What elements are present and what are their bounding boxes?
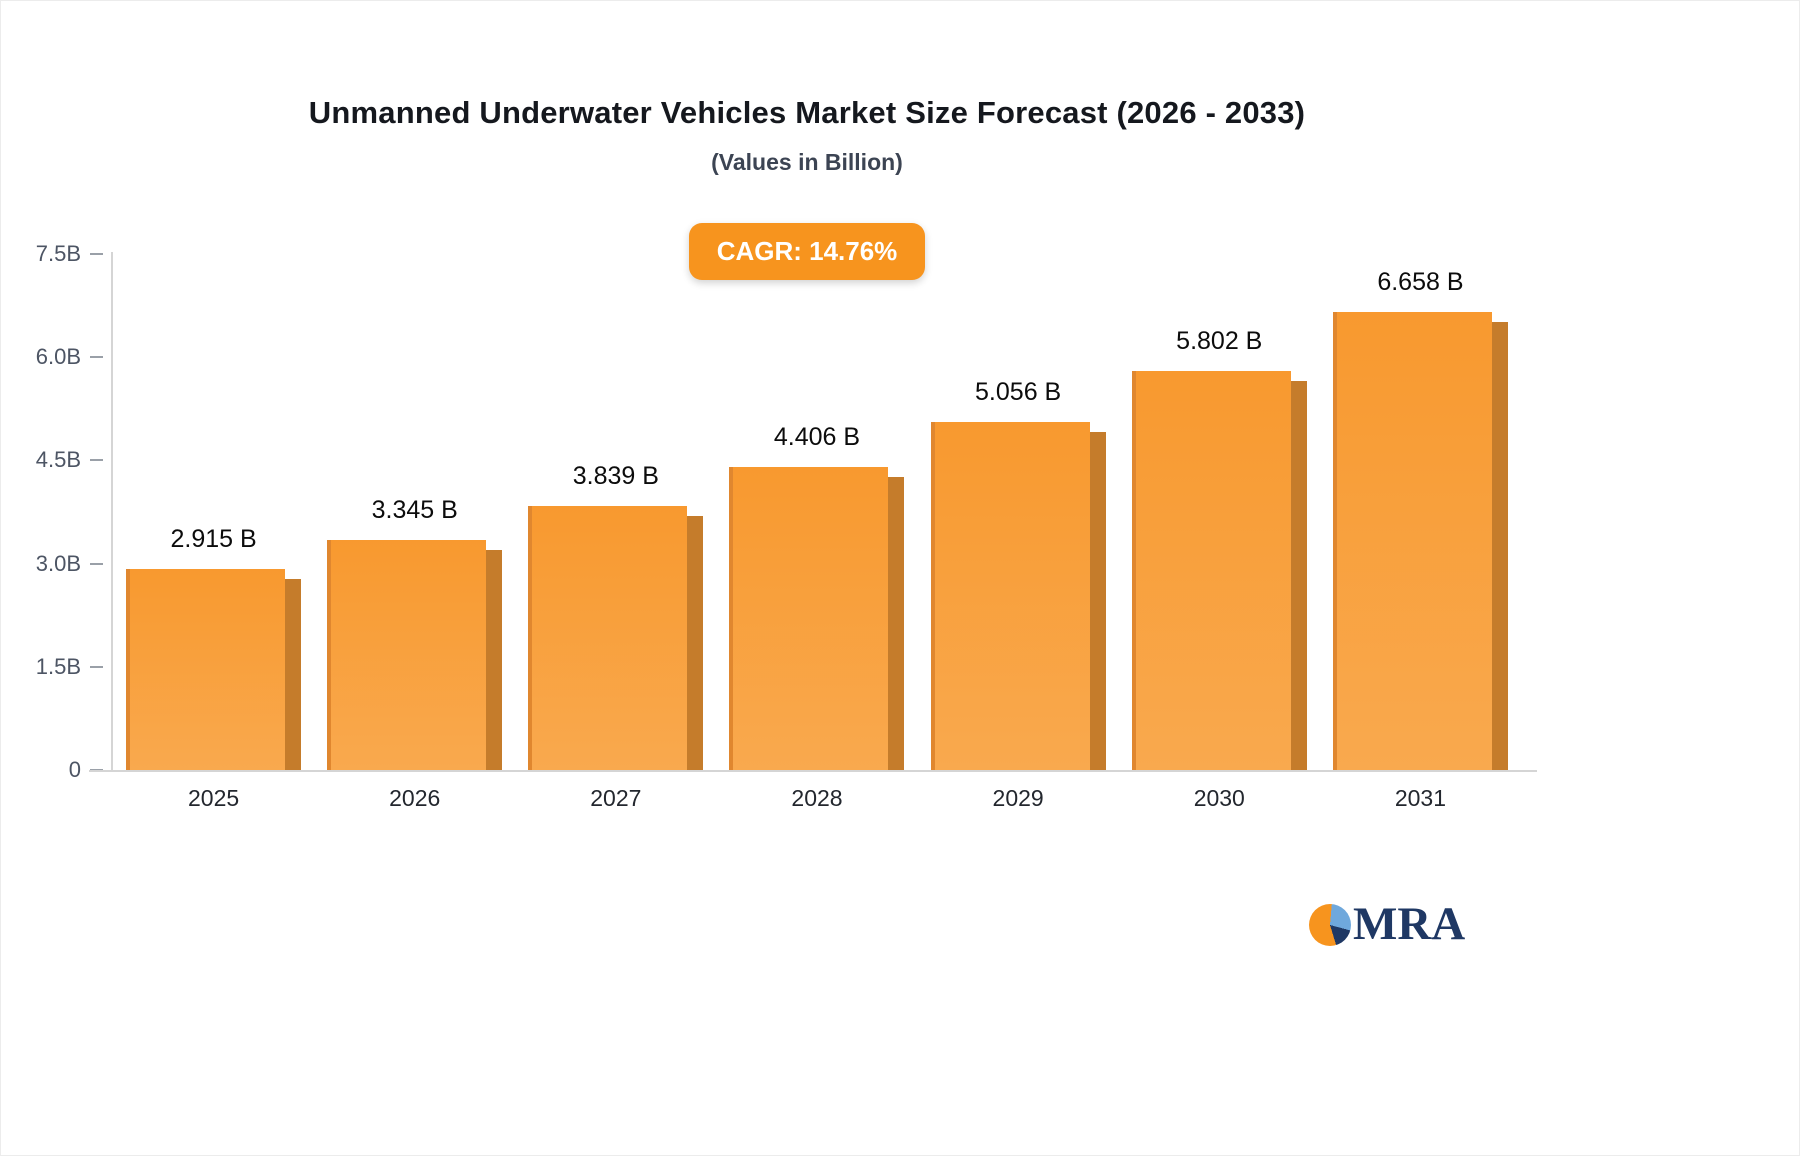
y-tick-label: 6.0B <box>35 344 81 370</box>
bar: 4.406 B <box>729 423 905 770</box>
y-tick: 3.0B <box>36 551 103 577</box>
bar-side-shadow <box>285 579 302 770</box>
bar-face <box>729 466 889 770</box>
bar-face <box>126 569 286 770</box>
bar-value-label: 5.802 B <box>1176 326 1263 355</box>
bar-slot: 2.915 B <box>113 254 314 770</box>
bar: 6.658 B <box>1332 268 1508 770</box>
x-axis-labels: 2025 2026 2027 2028 2029 2030 2031 <box>113 785 1521 812</box>
x-axis-label: 2025 <box>187 785 240 811</box>
y-tick-label: 1.5B <box>35 653 81 679</box>
chart-title: Unmanned Underwater Vehicles Market Size… <box>308 95 1306 130</box>
bar-value-label: 2.915 B <box>170 525 257 554</box>
y-axis-line <box>111 252 113 770</box>
bar-value-label: 3.839 B <box>572 461 659 490</box>
cagr-badge: CAGR: 14.76% <box>688 223 926 280</box>
bar-slot: 5.802 B <box>1119 254 1320 770</box>
bar-side-shadow <box>1491 321 1508 770</box>
bar-value-label: 3.345 B <box>371 495 458 524</box>
bar-side-shadow <box>888 476 905 770</box>
bar-side-shadow <box>486 549 503 770</box>
x-axis-label: 2029 <box>992 785 1044 811</box>
bar: 3.839 B <box>528 462 704 770</box>
bar-value-label: 4.406 B <box>773 422 861 451</box>
logo-text: MRA <box>1353 898 1466 950</box>
x-axis-label: 2031 <box>1394 785 1446 811</box>
bar-slot: 5.056 B <box>918 254 1119 770</box>
y-tick-dash <box>90 665 103 668</box>
chart-subtitle: (Values in Billion) <box>711 149 903 175</box>
logo-pie-icon <box>1309 903 1351 946</box>
y-tick: 4.5B <box>36 447 103 473</box>
y-tick-dash <box>90 459 103 462</box>
bar: 2.915 B <box>126 525 302 770</box>
y-axis: 0 1.5B 3.0B 4.5B 6.0B 7.5B <box>21 241 103 782</box>
bar: 5.802 B <box>1131 327 1307 770</box>
bar-slot: 4.406 B <box>716 254 917 770</box>
y-tick: 6.0B <box>36 344 103 370</box>
bar-face <box>1332 311 1492 770</box>
bar-slot: 3.839 B <box>515 254 716 770</box>
bar-face <box>1131 370 1291 770</box>
cagr-badge-wrap: CAGR: 14.76% <box>1 223 1613 280</box>
bar-face <box>930 422 1090 770</box>
y-tick-dash <box>90 356 103 359</box>
bar-slot: 6.658 B <box>1320 254 1521 770</box>
bar-side-shadow <box>1089 432 1106 770</box>
x-axis-label: 2030 <box>1193 785 1245 811</box>
bar-side-shadow <box>687 515 704 770</box>
bar-value-label: 6.658 B <box>1377 267 1464 296</box>
y-tick-dash <box>90 253 103 255</box>
bar-face <box>528 505 688 770</box>
y-tick: 7.5B <box>36 241 103 267</box>
y-tick-dash <box>90 562 103 565</box>
bar: 5.056 B <box>930 378 1106 770</box>
x-axis-label: 2027 <box>590 785 642 811</box>
bar: 3.345 B <box>327 496 503 770</box>
bar-side-shadow <box>1290 380 1307 770</box>
x-axis-label: 2028 <box>791 785 843 811</box>
bars-area: 2.915 B 3.345 B 3.839 B 4.406 B 5.056 B 5.802… <box>113 254 1521 770</box>
bar-face <box>327 539 487 770</box>
x-axis-line <box>89 770 1537 772</box>
y-tick-label: 7.5B <box>35 241 81 266</box>
bar-slot: 3.345 B <box>314 254 515 770</box>
bar-value-label: 5.056 B <box>975 378 1062 407</box>
y-tick-label: 4.5B <box>35 447 81 473</box>
brand-logo: MRA <box>1309 901 1465 948</box>
y-tick-label: 3.0B <box>35 550 81 576</box>
x-axis-label: 2026 <box>389 785 441 811</box>
y-tick-label: 0 <box>68 757 81 782</box>
y-tick: 1.5B <box>36 654 103 680</box>
